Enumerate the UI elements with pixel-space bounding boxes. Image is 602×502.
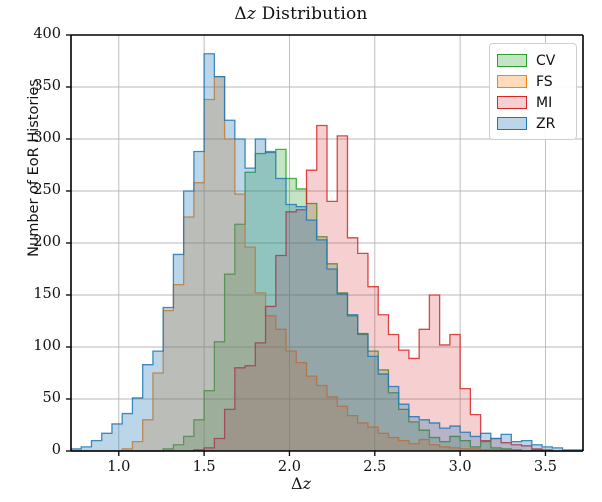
chart-title-text: Δz Distribution	[234, 4, 368, 24]
legend-label-cv: CV	[536, 52, 556, 69]
legend-label-mi: MI	[536, 94, 553, 111]
legend-swatch-fs	[497, 75, 527, 88]
x-axis-label: Δz	[0, 474, 602, 493]
y-tick-label: 300	[33, 130, 61, 146]
legend-swatch-zr	[497, 117, 527, 130]
y-tick-label: 150	[33, 286, 61, 302]
x-tick-label: 3.0	[448, 459, 472, 475]
x-tick-label: 1.0	[107, 459, 131, 475]
histogram-series-zr	[70, 53, 584, 451]
legend-swatch-mi	[497, 96, 527, 109]
y-tick-label: 200	[33, 234, 61, 250]
x-tick-label: 2.0	[277, 459, 301, 475]
x-tick-label: 2.5	[363, 459, 387, 475]
y-tick-label: 0	[51, 442, 61, 458]
legend-item-mi[interactable]: MI	[497, 92, 569, 113]
x-tick-label: 1.5	[192, 459, 216, 475]
chart-title: Δz Distribution	[0, 4, 602, 24]
x-tick-label: 3.5	[533, 459, 557, 475]
axis-ticks	[66, 34, 547, 456]
y-tick-label: 350	[33, 78, 61, 94]
y-tick-label: 100	[33, 338, 61, 354]
y-tick-label: 400	[33, 26, 61, 42]
legend-item-zr[interactable]: ZR	[497, 113, 569, 134]
legend-swatch-cv	[497, 54, 527, 67]
chart-legend[interactable]: CV FS MI ZR	[489, 43, 577, 140]
x-axis-label-text: Δz	[291, 474, 311, 493]
y-tick-label: 50	[42, 390, 61, 406]
legend-item-cv[interactable]: CV	[497, 50, 569, 71]
legend-label-zr: ZR	[536, 115, 556, 132]
histogram-series-fs	[71, 75, 583, 452]
legend-item-fs[interactable]: FS	[497, 71, 569, 92]
legend-label-fs: FS	[536, 73, 553, 90]
y-tick-label: 250	[33, 182, 61, 198]
histogram-series-layer	[70, 53, 584, 452]
